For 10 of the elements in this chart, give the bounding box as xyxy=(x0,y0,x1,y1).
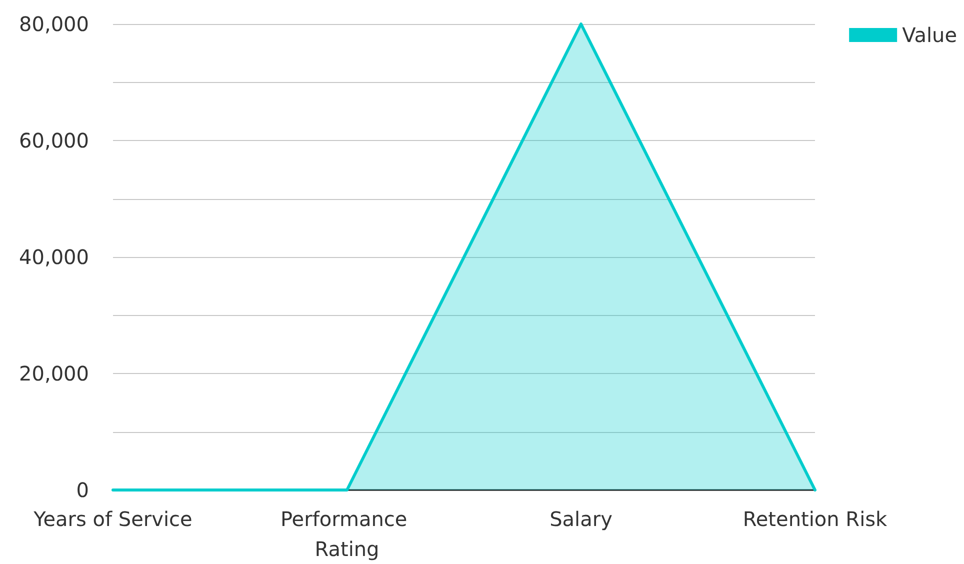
y-tick-label: 20,000 xyxy=(19,362,89,386)
y-tick-label: 0 xyxy=(76,478,89,502)
legend-label: Value xyxy=(902,23,957,47)
y-tick-label: 40,000 xyxy=(19,245,89,269)
x-tick-label: Performance Rating xyxy=(280,507,414,561)
y-tick-label: 80,000 xyxy=(19,12,89,36)
x-tick-label: Years of Service xyxy=(32,507,192,531)
y-tick-label: 60,000 xyxy=(19,128,89,152)
x-tick-label: Salary xyxy=(550,507,613,531)
x-tick-label: Retention Risk xyxy=(742,507,888,531)
